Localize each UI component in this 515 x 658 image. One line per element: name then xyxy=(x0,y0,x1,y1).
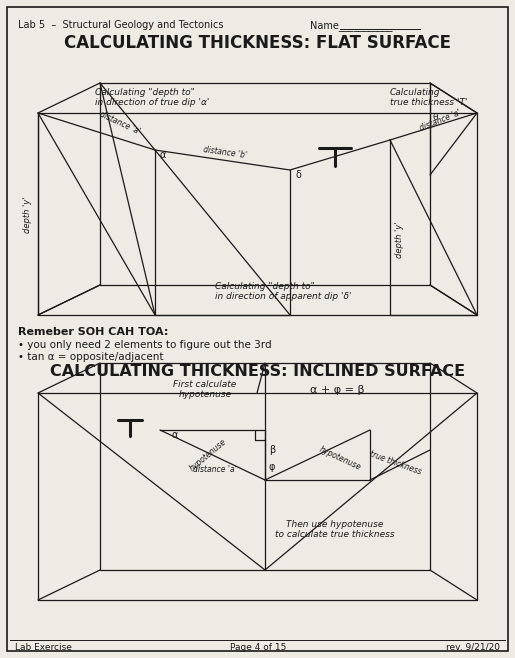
Text: true thickness 'T': true thickness 'T' xyxy=(390,98,468,107)
Text: First calculate
hypotenuse: First calculate hypotenuse xyxy=(174,380,236,399)
Text: α: α xyxy=(172,430,178,440)
Text: Calculating "depth to": Calculating "depth to" xyxy=(95,88,195,97)
Text: β: β xyxy=(269,445,275,455)
Text: Name___________: Name___________ xyxy=(310,20,392,31)
Text: CALCULATING THICKNESS: INCLINED SURFACE: CALCULATING THICKNESS: INCLINED SURFACE xyxy=(50,364,466,379)
Text: distance 'a': distance 'a' xyxy=(193,465,237,474)
Text: in direction of true dip 'α': in direction of true dip 'α' xyxy=(95,98,210,107)
Text: Then use hypotenuse
to calculate true thickness: Then use hypotenuse to calculate true th… xyxy=(275,520,395,540)
Text: δ: δ xyxy=(295,170,301,180)
Text: Lab 5  –  Structural Geology and Tectonics: Lab 5 – Structural Geology and Tectonics xyxy=(18,20,224,30)
Text: Remeber SOH CAH TOA:: Remeber SOH CAH TOA: xyxy=(18,327,168,337)
Text: Page 4 of 15: Page 4 of 15 xyxy=(230,643,286,652)
Text: • you only need 2 elements to figure out the 3rd: • you only need 2 elements to figure out… xyxy=(18,340,271,350)
Text: α: α xyxy=(160,150,166,160)
Text: Calculating: Calculating xyxy=(390,88,440,97)
Text: distance 'b': distance 'b' xyxy=(202,145,247,161)
Text: hypotenuse: hypotenuse xyxy=(318,444,363,472)
Text: rev. 9/21/20: rev. 9/21/20 xyxy=(446,643,500,652)
Text: θ: θ xyxy=(432,113,438,122)
Text: α + φ = β: α + φ = β xyxy=(310,385,365,395)
Text: hypotenuse: hypotenuse xyxy=(188,437,228,473)
Text: distance 'a': distance 'a' xyxy=(98,110,142,136)
Text: • tan α = opposite/adjacent: • tan α = opposite/adjacent xyxy=(18,352,163,362)
Text: in direction of apparent dip 'δ': in direction of apparent dip 'δ' xyxy=(215,292,352,301)
Text: Calculating "depth to": Calculating "depth to" xyxy=(215,282,315,291)
Text: true thickness: true thickness xyxy=(368,449,422,476)
Text: CALCULATING THICKNESS: FLAT SURFACE: CALCULATING THICKNESS: FLAT SURFACE xyxy=(64,34,452,52)
Text: distance 'a': distance 'a' xyxy=(418,108,462,132)
Text: depth 'y': depth 'y' xyxy=(23,197,31,233)
Text: Lab Exercise: Lab Exercise xyxy=(15,643,72,652)
Text: φ: φ xyxy=(269,462,275,472)
Text: depth 'y': depth 'y' xyxy=(396,222,404,258)
